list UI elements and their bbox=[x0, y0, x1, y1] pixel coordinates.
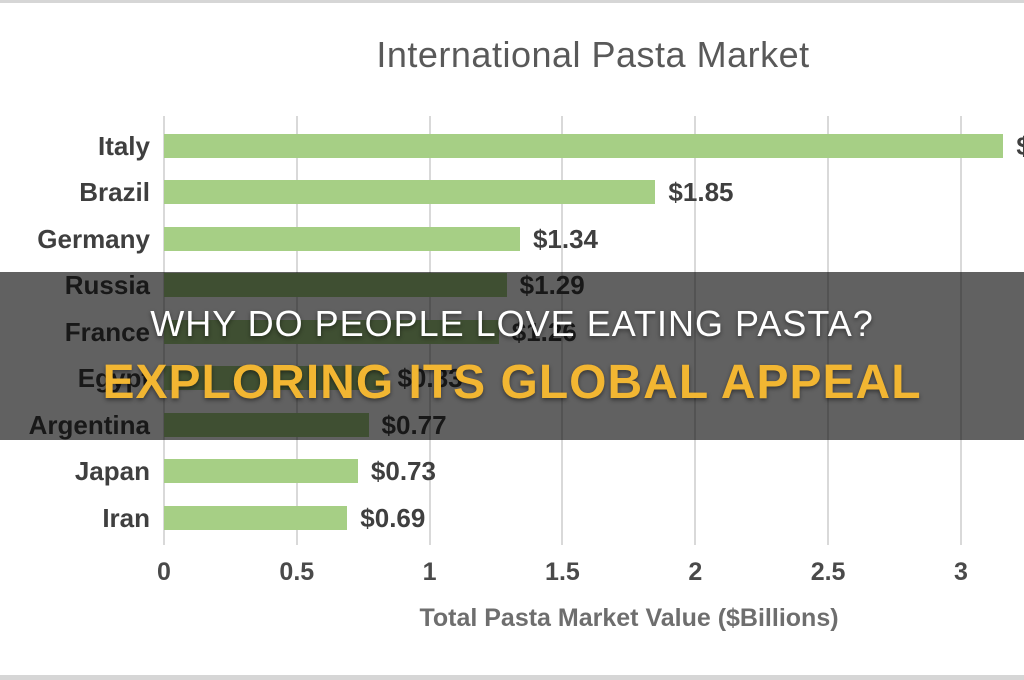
category-label-germany: Germany bbox=[37, 223, 150, 254]
frame-edge-bottom bbox=[0, 675, 1024, 680]
frame-edge-top bbox=[0, 0, 1024, 3]
category-label-japan: Japan bbox=[74, 456, 150, 486]
bar-iran bbox=[164, 505, 348, 530]
value-label-japan: $0.73 bbox=[370, 456, 436, 486]
value-label-brazil: $1.85 bbox=[668, 177, 734, 207]
value-label-iran: $0.69 bbox=[360, 502, 426, 533]
bar-germany bbox=[164, 226, 520, 251]
bar-japan bbox=[164, 459, 358, 483]
x-tick-2: 2 bbox=[688, 558, 703, 586]
category-label-iran: Iran bbox=[102, 502, 150, 533]
caption-line-2: EXPLORING ITS GLOBAL APPEAL bbox=[102, 355, 922, 409]
category-label-brazil: Brazil bbox=[79, 177, 150, 207]
value-label-germany: $1.34 bbox=[532, 223, 599, 254]
x-tick-1.5: 1.5 bbox=[545, 558, 580, 586]
x-axis-ticks: 0 0.5 1 1.5 2 2.5 3 bbox=[157, 558, 1022, 590]
x-axis-title: Total Pasta Market Value ($Billions) bbox=[419, 604, 839, 632]
category-label-italy: Italy bbox=[97, 130, 150, 161]
x-tick-1: 1 bbox=[422, 558, 437, 586]
x-tick-0: 0 bbox=[157, 558, 171, 586]
x-tick-2.5: 2.5 bbox=[810, 558, 846, 586]
bar-italy bbox=[164, 133, 1004, 158]
chart-title: International Pasta Market bbox=[376, 34, 810, 75]
caption-overlay: WHY DO PEOPLE LOVE EATING PASTA? EXPLORI… bbox=[0, 272, 1024, 440]
x-tick-0.5: 0.5 bbox=[279, 558, 315, 586]
caption-line-1: WHY DO PEOPLE LOVE EATING PASTA? bbox=[150, 302, 874, 344]
x-tick-3: 3 bbox=[953, 558, 968, 586]
bar-brazil bbox=[164, 180, 656, 204]
value-label-italy: $3.16 bbox=[1016, 130, 1024, 161]
